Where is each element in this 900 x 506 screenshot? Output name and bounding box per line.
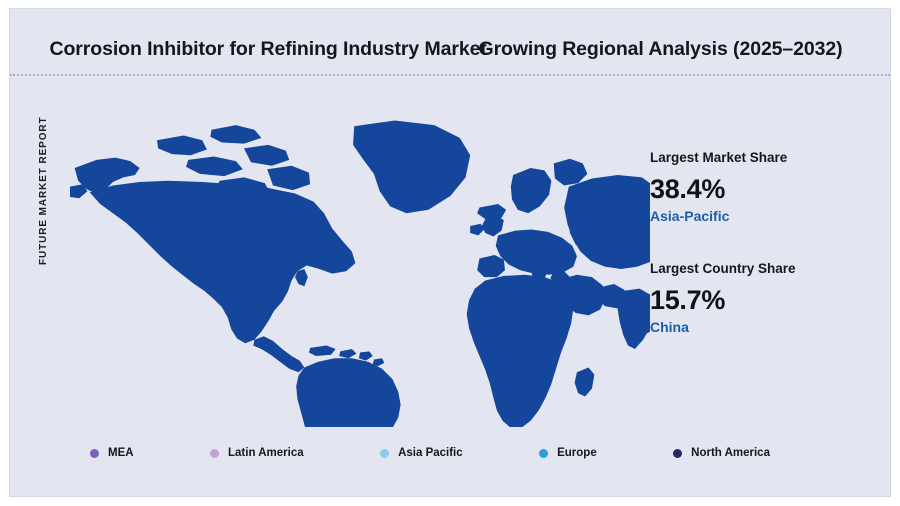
legend-item-latin-america: Latin America [210, 446, 304, 460]
stat-region: Asia-Pacific [650, 208, 730, 224]
legend-item-europe: Europe [539, 446, 597, 460]
legend-dot-icon [539, 448, 549, 458]
legend-dot-icon [210, 448, 219, 458]
legend-item-label: Asia Pacific [398, 447, 463, 459]
infographic-canvas: Corrosion Inhibitor for Refining Industr… [9, 8, 891, 497]
legend-dot-icon [673, 448, 683, 458]
legend-item-asia-pacific: Asia Pacific [380, 446, 463, 460]
stat-region: China [650, 319, 689, 335]
stat-value: 15.7% [650, 285, 726, 315]
legend-item-label: North America [691, 447, 770, 459]
legend-item-mea: MEA [90, 446, 134, 460]
watermark-label: FUTURE MARKET REPORT [38, 116, 49, 265]
stat-label: Largest Market Share [650, 150, 788, 165]
page-title-primary: Corrosion Inhibitor for Refining Industr… [49, 38, 487, 60]
legend-dot-icon [90, 448, 99, 458]
title-area: Corrosion Inhibitor for Refining Industr… [10, 9, 890, 74]
title-divider [10, 74, 890, 76]
page-title-secondary: Growing Regional Analysis (2025–2032) [478, 38, 843, 60]
world-map-svg [70, 120, 650, 427]
world-map-landmasses [70, 120, 650, 427]
legend-item-north-america: North America [673, 446, 770, 460]
stat-value: 38.4% [650, 174, 726, 204]
legend-item-label: MEA [108, 447, 134, 459]
legend-item-label: Latin America [228, 447, 304, 459]
stat-label: Largest Country Share [650, 261, 796, 276]
stats-panel: Largest Market Share 38.4% Asia-Pacific … [650, 149, 890, 337]
legend-dot-icon [380, 448, 390, 458]
legend-item-label: Europe [557, 447, 597, 459]
map-legend: MEA Latin America Asia Pacific Europe No… [90, 446, 770, 460]
stat-largest-country-share: Largest Country Share 15.7% China [650, 260, 890, 337]
stat-largest-market-share: Largest Market Share 38.4% Asia-Pacific [650, 149, 890, 226]
world-map [70, 97, 650, 427]
